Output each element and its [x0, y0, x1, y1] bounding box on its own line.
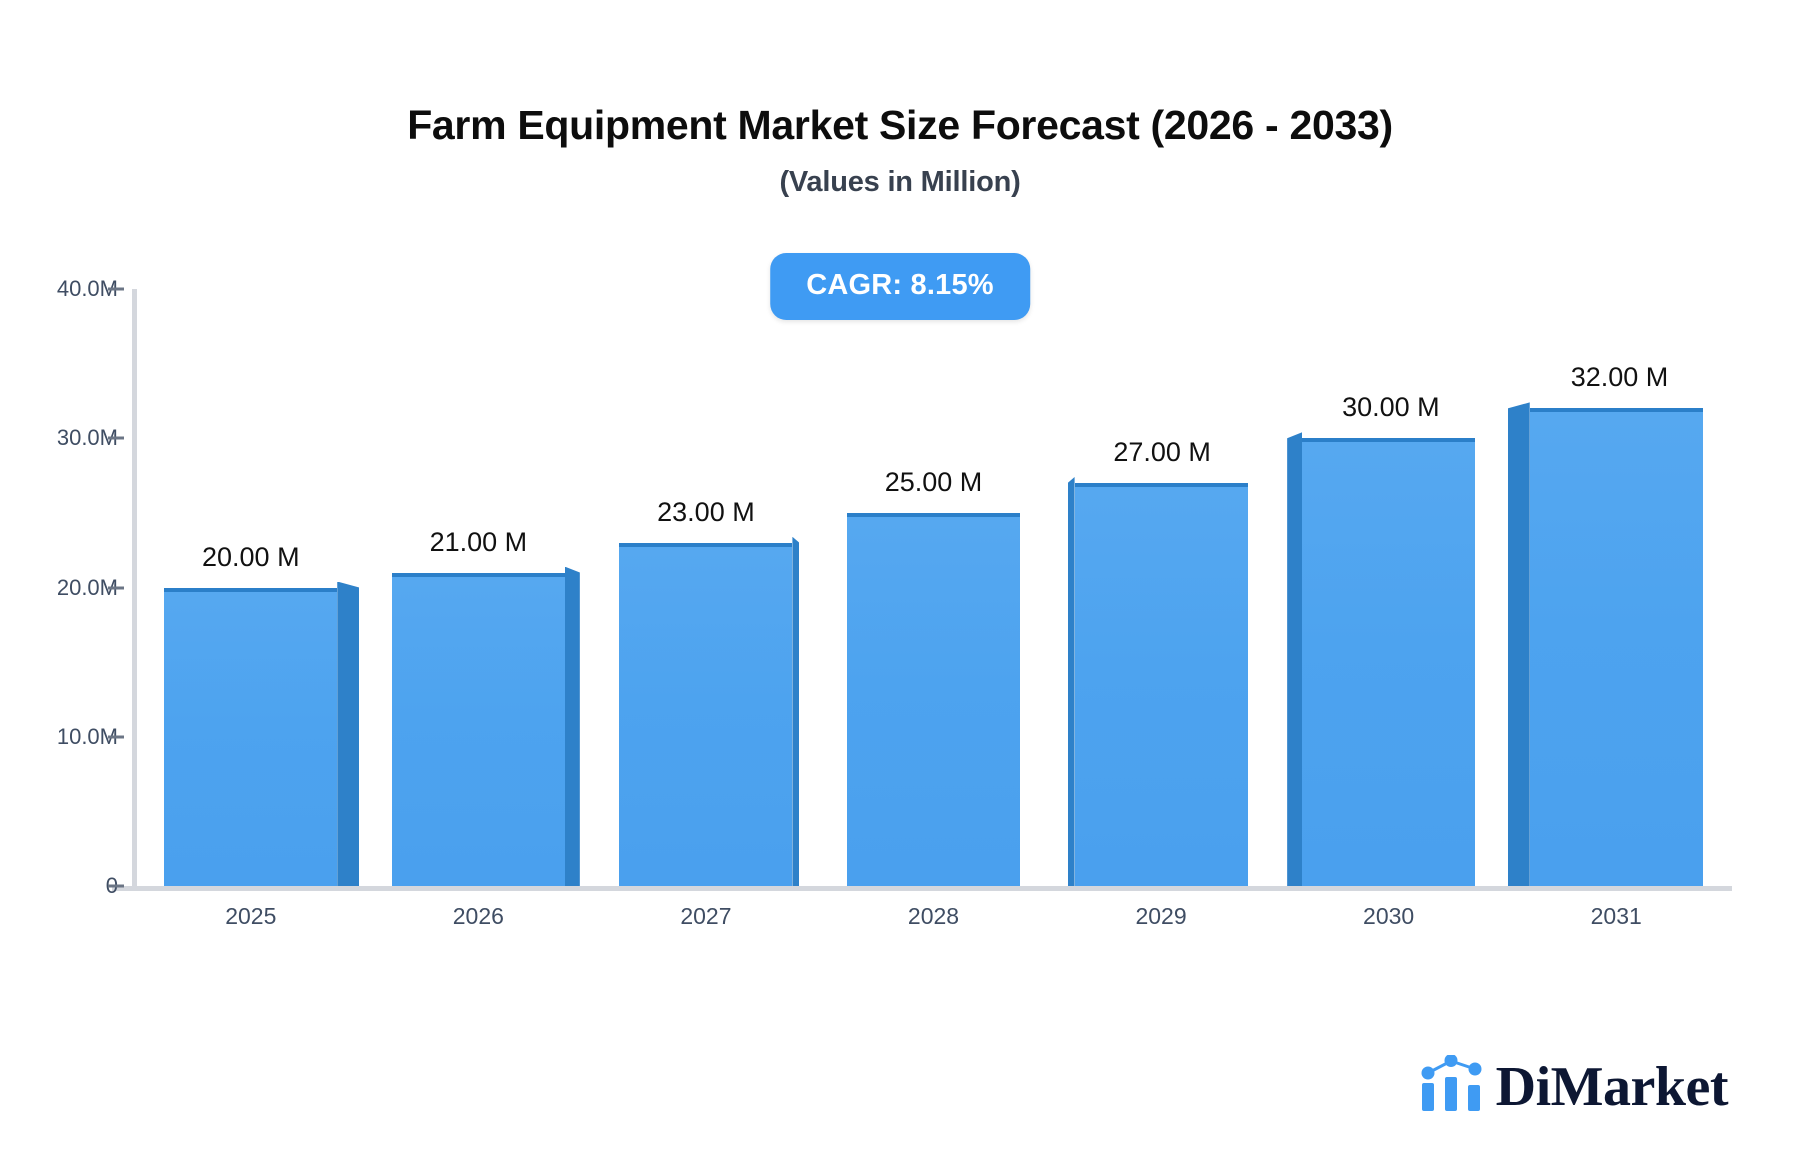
y-axis-tick-label: 10.0M	[56, 723, 118, 749]
bar-top-face	[1074, 483, 1248, 489]
bar-chart-line-icon	[1420, 1054, 1484, 1118]
y-axis-tick-mark	[108, 287, 124, 291]
dimarket-logo: DiMarket	[1420, 1054, 1729, 1118]
x-axis-tick-label: 2030	[1363, 903, 1415, 929]
y-axis-tick-label: 40.0M	[56, 276, 118, 301]
y-axis-line	[132, 289, 137, 889]
logo-wordmark: DiMarket	[1495, 1055, 1729, 1118]
x-axis-tick-label: 2026	[452, 903, 504, 929]
y-axis-tick-mark	[108, 436, 124, 440]
bar-side-face	[1067, 477, 1075, 886]
bar-2029[interactable]	[1074, 487, 1248, 886]
x-axis-tick-label: 2031	[1590, 903, 1642, 929]
y-axis-tick-label: 0	[0, 873, 118, 899]
bar-side-face	[1287, 432, 1303, 886]
y-axis-tick-label: 30.0M	[56, 425, 118, 451]
bar-top-face	[847, 512, 1020, 518]
x-axis-tick-label: 2027	[680, 903, 732, 929]
bar-top-face	[1302, 438, 1476, 444]
bar-value-label: 23.00 M	[657, 496, 755, 527]
chart-title: Farm Equipment Market Size Forecast (202…	[407, 102, 1393, 148]
chart-subtitle: (Values in Million)	[779, 166, 1021, 198]
y-axis-tick-label: 20.0M	[56, 574, 118, 600]
bar-2031[interactable]	[1529, 412, 1703, 886]
bar-value-label: 21.00 M	[429, 526, 528, 557]
y-axis-tick-mark	[108, 884, 124, 888]
y-axis-tick-mark	[108, 735, 124, 739]
bar-2027[interactable]	[619, 546, 793, 886]
bar-top-face	[619, 542, 793, 548]
bar-value-label: 27.00 M	[1113, 437, 1211, 468]
bar-side-face	[337, 581, 360, 886]
bar-2028[interactable]	[847, 516, 1020, 886]
bar-top-face	[1529, 408, 1703, 414]
bar-side-face	[792, 536, 800, 886]
bar-value-label: 30.00 M	[1342, 392, 1440, 423]
bar-top-face	[164, 587, 338, 593]
x-axis-tick-label: 2025	[225, 903, 277, 929]
bar-value-label: 25.00 M	[884, 466, 983, 497]
y-axis-tick-mark	[108, 586, 124, 589]
x-axis-tick-label: 2029	[1135, 903, 1187, 929]
bar-2025[interactable]	[164, 591, 338, 886]
bar-value-label: 20.00 M	[202, 541, 300, 572]
bar-2026[interactable]	[391, 576, 565, 886]
bar-top-face	[391, 572, 565, 578]
bar-2030[interactable]	[1302, 442, 1476, 886]
x-axis-line	[112, 886, 1732, 891]
x-axis-tick-label: 2028	[907, 903, 960, 929]
bar-side-face	[564, 566, 580, 886]
bar-side-face	[1507, 402, 1530, 886]
bar-value-label: 32.00 M	[1570, 362, 1669, 393]
cagr-badge: CAGR: 8.15%	[770, 253, 1030, 320]
